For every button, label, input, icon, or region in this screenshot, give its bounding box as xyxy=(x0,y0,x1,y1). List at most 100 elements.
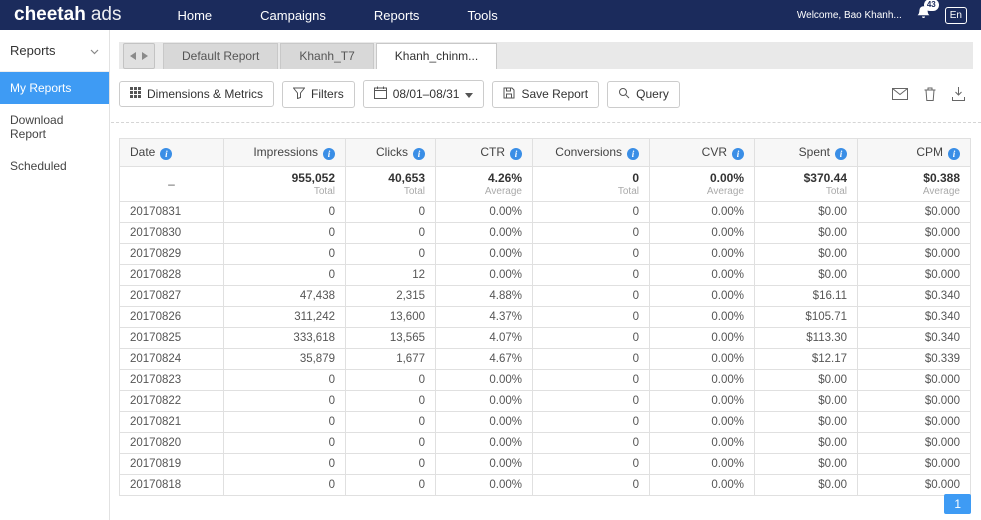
value-cell: 0.00% xyxy=(649,348,755,370)
info-icon[interactable]: i xyxy=(323,148,335,160)
column-label: CTR xyxy=(480,145,505,159)
value-cell: 35,879 xyxy=(223,348,346,370)
dimensions-metrics-button[interactable]: Dimensions & Metrics xyxy=(119,81,275,107)
table-total-row: –955,052 Total 40,653 Total 4.26% Average 0 Tot… xyxy=(119,166,971,202)
trash-icon[interactable] xyxy=(924,87,936,101)
notifications-button[interactable]: 43 xyxy=(916,0,939,25)
email-icon[interactable] xyxy=(892,88,908,100)
column-header-cvr: CVR i xyxy=(649,138,755,167)
date-range-button[interactable]: 08/01–08/31 xyxy=(362,80,485,108)
tab-khanh-t7[interactable]: Khanh_T7 xyxy=(280,43,374,69)
column-label: CVR xyxy=(701,145,727,159)
value-cell: 0 xyxy=(532,432,650,454)
filter-funnel-icon xyxy=(292,87,306,102)
sidebar-item-scheduled[interactable]: Scheduled xyxy=(10,159,67,173)
column-label: Clicks xyxy=(376,145,408,159)
value-cell: 0 xyxy=(345,243,436,265)
date-cell: 20170828 xyxy=(119,264,224,286)
toolbar-right-icons xyxy=(892,87,973,101)
value-cell: $0.000 xyxy=(857,411,971,433)
column-header-conversions: Conversions i xyxy=(532,138,650,167)
value-cell: 0 xyxy=(223,411,346,433)
sidebar-item-my-reports[interactable]: My Reports xyxy=(0,72,109,104)
value-cell: 0 xyxy=(532,390,650,412)
value-cell: $16.11 xyxy=(754,285,858,307)
nav-item-home[interactable]: Home xyxy=(177,7,213,23)
column-header-spent: Spent i xyxy=(754,138,858,167)
info-icon[interactable]: i xyxy=(948,148,960,160)
column-header-impressions: Impressions i xyxy=(223,138,346,167)
value-cell: $0.339 xyxy=(857,348,971,370)
user-menu[interactable]: Welcome, Bao Khanh... xyxy=(796,9,902,21)
info-icon[interactable]: i xyxy=(160,148,173,160)
info-icon[interactable]: i xyxy=(510,148,522,160)
value-cell: 0 xyxy=(223,201,346,223)
filters-button[interactable]: Filters xyxy=(282,80,355,108)
table-row: 20170825 333,618 13,565 4.07% 0 0.00% $113.30 $… xyxy=(119,327,971,349)
value-cell: $0.00 xyxy=(754,453,858,475)
value-cell: 333,618 xyxy=(223,327,346,349)
info-icon[interactable]: i xyxy=(413,148,425,160)
date-cell: 20170825 xyxy=(119,327,224,349)
tab-scroll-left-icon[interactable] xyxy=(130,47,136,65)
total-cell: 955,052 Total xyxy=(223,166,346,202)
column-header-clicks: Clicks i xyxy=(345,138,436,167)
download-icon[interactable] xyxy=(952,87,965,101)
column-label: Date xyxy=(130,145,156,159)
query-button[interactable]: Query xyxy=(607,80,680,108)
value-cell: $0.000 xyxy=(857,243,971,265)
tab-default-report[interactable]: Default Report xyxy=(163,43,279,69)
value-cell: 0 xyxy=(223,264,346,286)
language-button[interactable]: En xyxy=(944,6,967,24)
value-cell: 0.00% xyxy=(649,264,755,286)
value-cell: 0.00% xyxy=(435,264,533,286)
info-icon[interactable]: i xyxy=(835,148,847,160)
search-icon xyxy=(618,87,630,102)
tab-khanh-chinm[interactable]: Khanh_chinm... xyxy=(375,43,498,69)
logo[interactable]: cheetah ads xyxy=(0,4,135,26)
table-row: 20170824 35,879 1,677 4.67% 0 0.00% $12.17 $0.3… xyxy=(119,348,971,370)
value-cell: 0.00% xyxy=(435,222,533,244)
date-cell: 20170822 xyxy=(119,390,224,412)
page-1-button[interactable]: 1 xyxy=(944,494,971,514)
date-cell: 20170821 xyxy=(119,411,224,433)
value-cell: 47,438 xyxy=(223,285,346,307)
total-cell: 0 Total xyxy=(532,166,650,202)
total-cell: $370.44 Total xyxy=(754,166,858,202)
column-label: CPM xyxy=(916,145,943,159)
table-row: 20170826 311,242 13,600 4.37% 0 0.00% $105.71 $… xyxy=(119,306,971,328)
value-cell: 0 xyxy=(532,369,650,391)
table-row: 20170827 47,438 2,315 4.88% 0 0.00% $16.11 $0.3… xyxy=(119,285,971,307)
value-cell: 4.88% xyxy=(435,285,533,307)
nav-item-campaigns[interactable]: Campaigns xyxy=(260,7,326,23)
query-label: Query xyxy=(636,87,669,101)
value-cell: 13,600 xyxy=(345,306,436,328)
value-cell: 311,242 xyxy=(223,306,346,328)
value-cell: 0.00% xyxy=(649,432,755,454)
save-report-button[interactable]: Save Report xyxy=(492,80,600,108)
logo-text-bold: cheetah xyxy=(14,4,86,25)
report-table: Date i Impressions i Clicks i CTR i Conversions i… xyxy=(119,138,971,496)
table-row: 20170829 0 0 0.00% 0 0.00% $0.00 $0.000 xyxy=(119,243,971,265)
sidebar-section-reports[interactable]: Reports xyxy=(0,30,109,72)
filters-label: Filters xyxy=(311,87,344,101)
info-icon[interactable]: i xyxy=(732,148,744,160)
info-icon[interactable]: i xyxy=(627,148,639,160)
nav-item-reports[interactable]: Reports xyxy=(373,7,420,23)
value-cell: 0 xyxy=(345,201,436,223)
value-cell: 0 xyxy=(223,369,346,391)
table-row: 20170819 0 0 0.00% 0 0.00% $0.00 $0.000 xyxy=(119,453,971,475)
notification-badge: 43 xyxy=(923,0,939,11)
value-cell: 12 xyxy=(345,264,436,286)
value-cell: 0.00% xyxy=(649,474,755,496)
tab-scroll-right-icon[interactable] xyxy=(142,47,148,65)
value-cell: $0.00 xyxy=(754,411,858,433)
value-cell: 0 xyxy=(532,411,650,433)
sidebar-item-download-report[interactable]: Download Report xyxy=(10,113,64,141)
report-tabstrip: Default Report Khanh_T7 Khanh_chinm... xyxy=(119,42,973,69)
value-cell: 0 xyxy=(532,327,650,349)
main-nav: Home Campaigns Reports Tools xyxy=(177,8,497,23)
value-cell: 0 xyxy=(345,474,436,496)
nav-item-tools[interactable]: Tools xyxy=(467,7,498,23)
tab-scroll-arrows[interactable] xyxy=(123,42,155,69)
